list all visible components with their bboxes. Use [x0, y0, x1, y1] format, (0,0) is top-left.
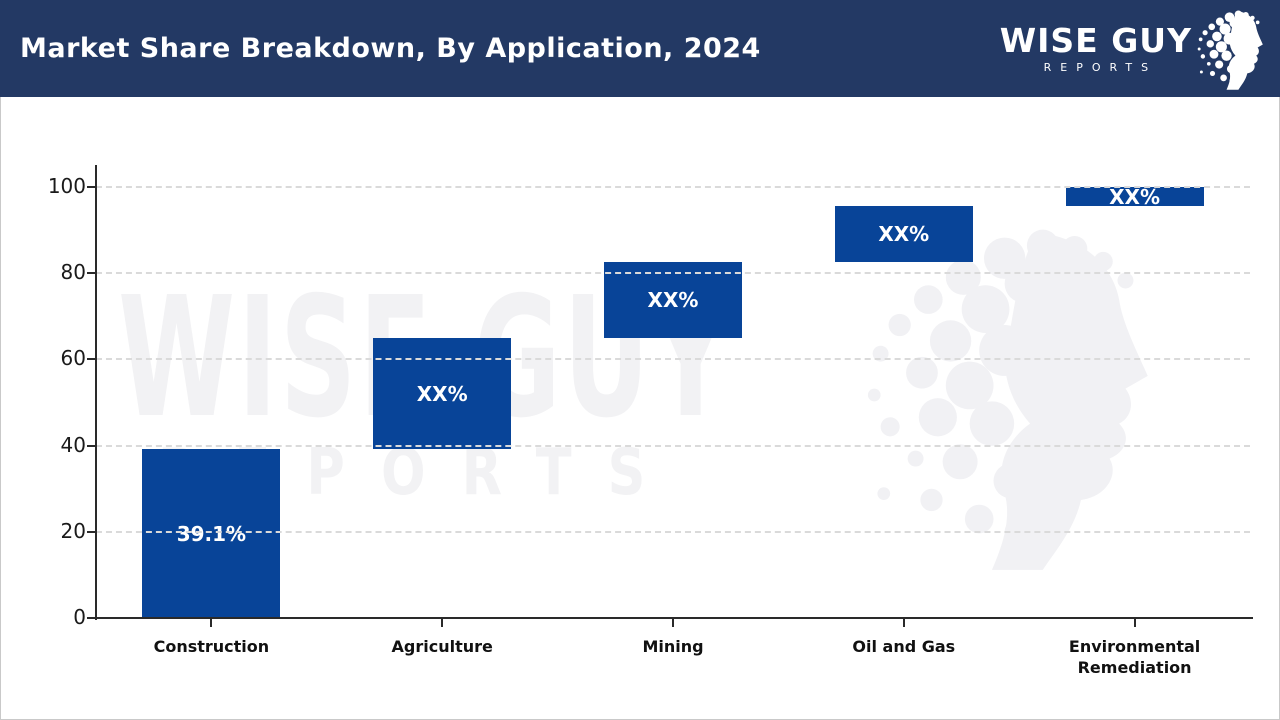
- bar-construction: 39.1%: [142, 449, 281, 618]
- y-axis-tick: [87, 186, 95, 188]
- x-axis-tick: [672, 619, 674, 627]
- header: Market Share Breakdown, By Application, …: [0, 0, 1280, 97]
- brand-logo-text: WISE GUY REPORTS: [999, 20, 1192, 75]
- brand-logo: WISE GUY REPORTS: [1000, 5, 1268, 93]
- y-axis-tick: [87, 358, 95, 361]
- y-tick-label: 20: [60, 518, 86, 543]
- y-tick-label: 40: [60, 432, 86, 457]
- category-label-construction: Construction: [153, 637, 270, 656]
- bar-value-label: XX%: [1109, 184, 1161, 209]
- bar-value-label: XX%: [416, 381, 468, 406]
- x-axis-tick: [210, 619, 213, 627]
- bar-environmental-remediation: XX%: [1065, 184, 1204, 209]
- bar-oil-and-gas: XX%: [834, 206, 973, 263]
- gridline-60: [96, 358, 1250, 361]
- bar-agriculture: XX%: [373, 337, 512, 450]
- category-label-environmental-remediation: Environmental Remediation: [1068, 637, 1201, 677]
- y-axis-tick: [87, 272, 95, 275]
- bar-value-label: 39.1%: [176, 521, 247, 546]
- category-label-oil-and-gas: Oil and Gas: [852, 637, 956, 656]
- gridline-100: [96, 186, 1250, 188]
- category-label-mining: Mining: [642, 637, 704, 656]
- gridline-80: [96, 272, 1250, 275]
- chart-title: Market Share Breakdown, By Application, …: [20, 33, 761, 64]
- x-axis-tick: [441, 619, 444, 627]
- brand-name: WISE GUY: [999, 20, 1192, 60]
- y-axis-tick: [87, 530, 95, 533]
- y-axis-tick: [87, 444, 95, 447]
- y-axis-line: [95, 165, 97, 620]
- bar-value-label: XX%: [647, 288, 699, 313]
- category-label-agriculture: Agriculture: [391, 637, 493, 656]
- gridline-20: [96, 530, 1250, 533]
- gridline-40: [96, 444, 1250, 447]
- y-axis-tick: [87, 617, 95, 619]
- y-tick-label: 100: [47, 174, 86, 198]
- x-axis-line: [95, 617, 1253, 619]
- brand-subtitle: REPORTS: [1043, 61, 1158, 75]
- x-axis-tick: [902, 619, 905, 627]
- y-tick-label: 0: [73, 605, 86, 629]
- y-tick-label: 80: [60, 260, 86, 285]
- bar-mining: XX%: [604, 262, 742, 338]
- x-axis-tick: [1133, 619, 1136, 627]
- bar-value-label: XX%: [878, 222, 930, 247]
- brand-face-icon: [1197, 10, 1263, 90]
- y-tick-label: 60: [60, 346, 86, 371]
